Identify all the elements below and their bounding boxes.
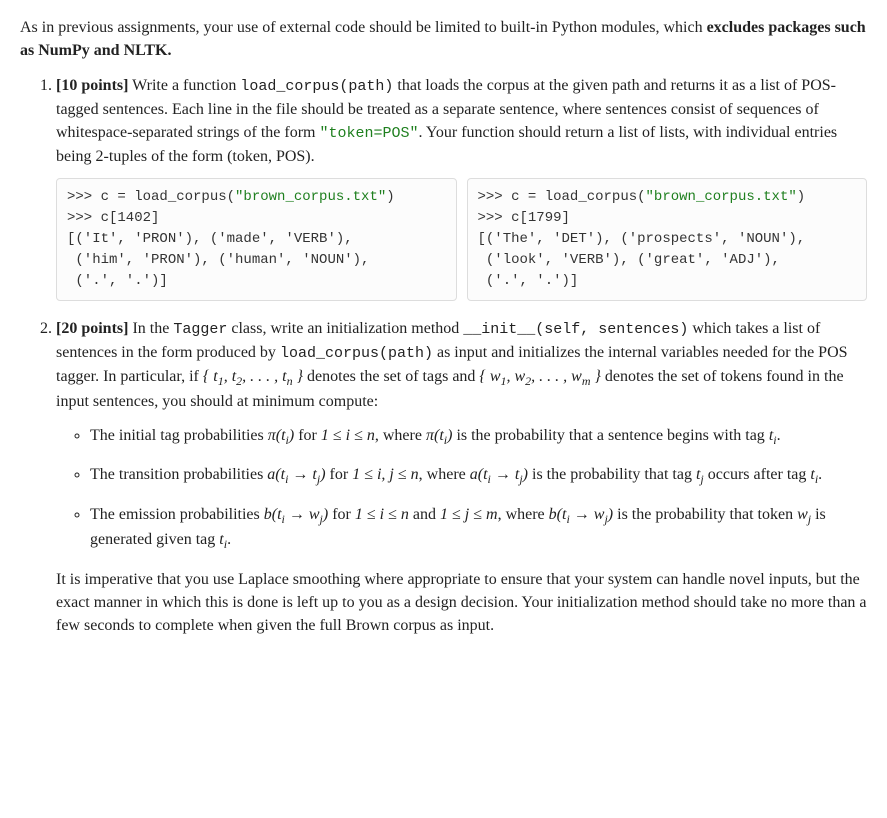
code-example-left: >>> c = load_corpus("brown_corpus.txt") …	[56, 178, 457, 301]
cr-l1s: "brown_corpus.txt"	[646, 189, 797, 205]
q2-t2: class, write an initialization method	[227, 320, 463, 337]
b3-wj: wj	[797, 506, 811, 523]
intro-paragraph: As in previous assignments, your use of …	[20, 16, 867, 62]
q1-points: [10 points]	[56, 77, 128, 94]
b3-rng1: 1 ≤ i ≤ n	[355, 506, 409, 523]
bullet-emission-prob: The emission probabilities b(ti → wj) fo…	[90, 503, 867, 554]
cr-l2: >>> c[1799]	[478, 210, 570, 226]
cr-l5: ('.', '.')]	[478, 273, 579, 289]
b1-ti: ti	[769, 427, 777, 444]
q2-fn: load_corpus(path)	[280, 345, 433, 362]
b3-t3: , where	[498, 506, 549, 523]
b2-tj: tj	[696, 466, 704, 483]
q2-t5: denotes the set of tags and	[303, 368, 479, 385]
b1-t3: , where	[375, 427, 426, 444]
q2-class: Tagger	[173, 321, 227, 338]
b2-a: a(ti → tj)	[267, 466, 325, 483]
cl-l5: ('.', '.')]	[67, 273, 168, 289]
b2-ti: ti	[810, 466, 818, 483]
b1-t1: The initial tag probabilities	[90, 427, 268, 444]
question-2: [20 points] In the Tagger class, write a…	[56, 317, 867, 637]
q2-set-t: { t1, t2, . . . , tn }	[203, 368, 303, 385]
cl-l3: [('It', 'PRON'), ('made', 'VERB'),	[67, 231, 353, 247]
b3-t4: is the probability that token	[613, 506, 797, 523]
cl-l1b: )	[386, 189, 394, 205]
q2-bullet-list: The initial tag probabilities π(ti) for …	[56, 424, 867, 554]
intro-text: As in previous assignments, your use of …	[20, 19, 707, 36]
b3-b: b(ti → wj)	[264, 506, 328, 523]
b2-t3: , where	[419, 466, 470, 483]
q1-fn: load_corpus(path)	[240, 78, 393, 95]
b3-t2: for	[328, 506, 355, 523]
b2-rng: 1 ≤ i, j ≤ n	[352, 466, 418, 483]
q1-form-string: "token=POS"	[319, 125, 418, 142]
cl-l2: >>> c[1402]	[67, 210, 159, 226]
b3-and: and	[409, 506, 440, 523]
b3-b2: b(ti → wj)	[549, 506, 613, 523]
b2-t5: occurs after tag	[704, 466, 811, 483]
b1-t2: for	[294, 427, 321, 444]
q2-t1: In the	[128, 320, 173, 337]
b3-ti: ti	[219, 531, 227, 548]
b2-a2: a(ti → tj)	[470, 466, 528, 483]
cr-l1b: )	[797, 189, 805, 205]
q2-set-w: { w1, w2, . . . , wm }	[479, 368, 601, 385]
cl-l1a: >>> c = load_corpus(	[67, 189, 235, 205]
cl-l1s: "brown_corpus.txt"	[235, 189, 386, 205]
closing-paragraph: It is imperative that you use Laplace sm…	[56, 568, 867, 638]
b2-t2: for	[326, 466, 353, 483]
code-example-right: >>> c = load_corpus("brown_corpus.txt") …	[467, 178, 868, 301]
b3-t6: .	[227, 531, 231, 548]
b3-t1: The emission probabilities	[90, 506, 264, 523]
cr-l3: [('The', 'DET'), ('prospects', 'NOUN'),	[478, 231, 806, 247]
bullet-initial-prob: The initial tag probabilities π(ti) for …	[90, 424, 867, 450]
b1-t5: .	[777, 427, 781, 444]
b3-rng2: 1 ≤ j ≤ m	[440, 506, 498, 523]
b2-t6: .	[818, 466, 822, 483]
b1-rng: 1 ≤ i ≤ n	[321, 427, 375, 444]
b1-t4: is the probability that a sentence begin…	[452, 427, 768, 444]
question-list: [10 points] Write a function load_corpus…	[20, 74, 867, 637]
code-examples-row: >>> c = load_corpus("brown_corpus.txt") …	[56, 178, 867, 301]
b1-pi: π(ti)	[268, 427, 294, 444]
q2-points: [20 points]	[56, 320, 128, 337]
question-1: [10 points] Write a function load_corpus…	[56, 74, 867, 301]
cr-l4: ('look', 'VERB'), ('great', 'ADJ'),	[478, 252, 780, 268]
q1-t1: Write a function	[128, 77, 240, 94]
q2-init: __init__(self, sentences)	[463, 321, 688, 338]
cr-l1a: >>> c = load_corpus(	[478, 189, 646, 205]
b2-t4: is the probability that tag	[528, 466, 696, 483]
b2-t1: The transition probabilities	[90, 466, 267, 483]
bullet-transition-prob: The transition probabilities a(ti → tj) …	[90, 463, 867, 489]
cl-l4: ('him', 'PRON'), ('human', 'NOUN'),	[67, 252, 369, 268]
b1-pi2: π(ti)	[426, 427, 452, 444]
